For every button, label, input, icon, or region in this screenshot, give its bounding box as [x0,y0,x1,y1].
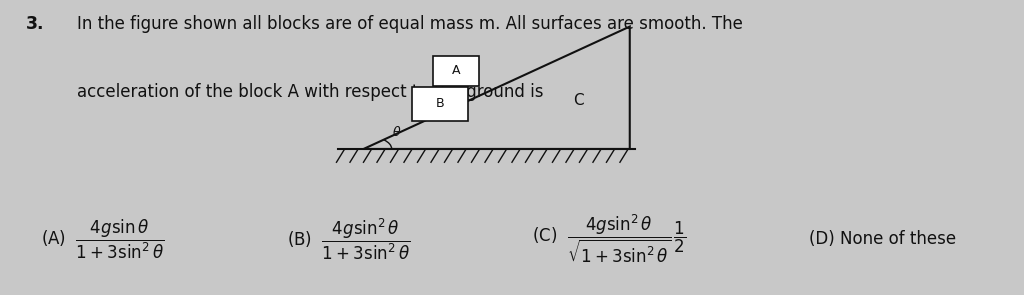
Text: 3.: 3. [26,15,44,33]
Text: In the figure shown all blocks are of equal mass m. All surfaces are smooth. The: In the figure shown all blocks are of eq… [77,15,742,33]
FancyBboxPatch shape [412,87,468,121]
Text: C: C [573,93,584,108]
Text: acceleration of the block A with respect to the ground is: acceleration of the block A with respect… [77,83,544,101]
Text: $\theta$: $\theta$ [392,125,401,139]
Text: A: A [452,64,460,77]
FancyBboxPatch shape [432,56,478,86]
Text: (C)  $\dfrac{4g\sin^2\theta}{\sqrt{1+3\sin^2\theta}}\,\dfrac{1}{2}$: (C) $\dfrac{4g\sin^2\theta}{\sqrt{1+3\si… [532,213,687,265]
Text: (D) None of these: (D) None of these [809,230,956,248]
Text: (A)  $\dfrac{4g\sin\theta}{1+3\sin^2\theta}$: (A) $\dfrac{4g\sin\theta}{1+3\sin^2\thet… [41,217,164,260]
Text: B: B [436,97,444,111]
Text: (B)  $\dfrac{4g\sin^2\theta}{1+3\sin^2\theta}$: (B) $\dfrac{4g\sin^2\theta}{1+3\sin^2\th… [287,216,410,262]
